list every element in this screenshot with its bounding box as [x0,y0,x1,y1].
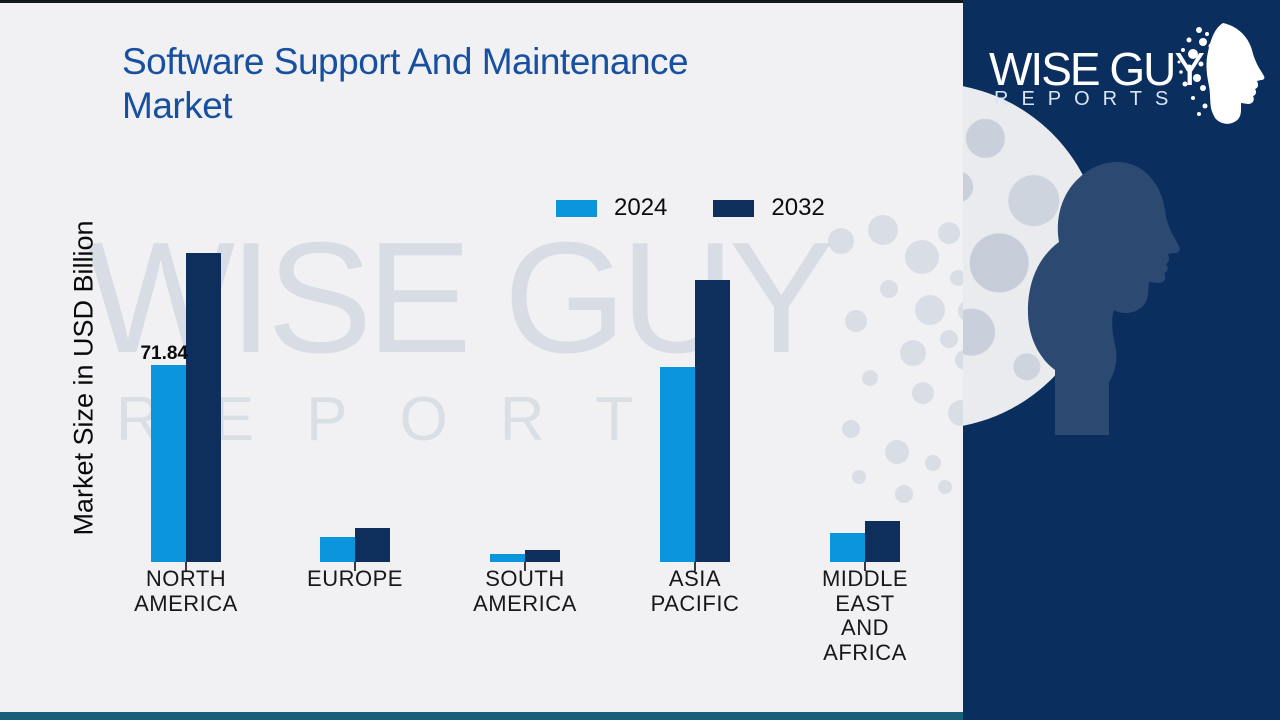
watermark-dot [845,310,867,332]
legend-item-2032: 2032 [713,194,825,222]
watermark-dot [842,420,860,438]
watermark-dot [938,222,960,244]
watermark-dot [868,215,898,245]
brand-panel: WISE GUY REPORTS [963,0,1280,720]
watermark-dot [885,440,909,464]
category-label-europe: EUROPE [307,566,403,591]
watermark-dot [852,470,866,484]
watermark-dot [862,370,878,386]
bar-north-america-2032 [186,253,221,562]
watermark-dot [925,455,941,471]
logo-head-icon [1177,23,1265,124]
bar-europe-2032 [355,528,390,562]
axis-tick-north-america [185,562,187,571]
bar-asia-pacific-2024 [660,367,695,562]
bottom-accent-bar [0,712,963,720]
watermark-dot [895,485,913,503]
bar-middle-east-and-africa-2024 [830,533,865,562]
watermark-dot [905,240,939,274]
bar-south-america-2024 [490,554,525,562]
top-divider [0,0,963,3]
legend-item-2024: 2024 [556,194,667,222]
chart-title: Software Support And Maintenance Market [122,40,689,128]
watermark-dot [912,382,934,404]
watermark-dot [915,295,945,325]
axis-tick-europe [354,562,356,571]
bar-middle-east-and-africa-2032 [865,521,900,562]
category-label-asia-pacific: ASIA PACIFIC [650,566,740,616]
y-axis-label: Market Size in USD Billion [68,220,99,536]
watermark-dot [900,340,926,366]
watermark-dot [828,228,854,254]
data-label: 71.84 [140,343,188,364]
legend-label-2024: 2024 [614,194,668,221]
legend-label-2032: 2032 [771,194,825,221]
category-label-north-america: NORTH AMERICA [134,566,238,616]
legend-swatch-2024 [556,199,597,217]
bar-north-america-2024 [151,365,186,562]
category-label-middle-east-and-africa: MIDDLE EAST AND AFRICA [821,566,909,665]
logo-reports-text: REPORTS [994,88,1182,110]
bar-europe-2024 [320,537,355,562]
watermark-dot [880,280,898,298]
bar-south-america-2032 [525,550,560,562]
axis-tick-middle-east-and-africa [864,562,866,571]
watermark-dot [940,330,958,348]
logo-brand-name: WISE GUY [989,43,1205,95]
chart-title-line2: Market [122,85,233,126]
legend-swatch-2032 [713,199,755,217]
watermark-dot [950,270,966,286]
bar-asia-pacific-2032 [695,280,730,562]
category-label-south-america: SOUTH AMERICA [473,566,577,616]
chart-legend: 2024 2032 [556,194,825,222]
chart-title-line1: Software Support And Maintenance [122,41,689,82]
axis-tick-south-america [524,562,526,571]
axis-tick-asia-pacific [694,562,696,571]
face-silhouette [1027,161,1180,435]
watermark-dot [938,480,952,494]
